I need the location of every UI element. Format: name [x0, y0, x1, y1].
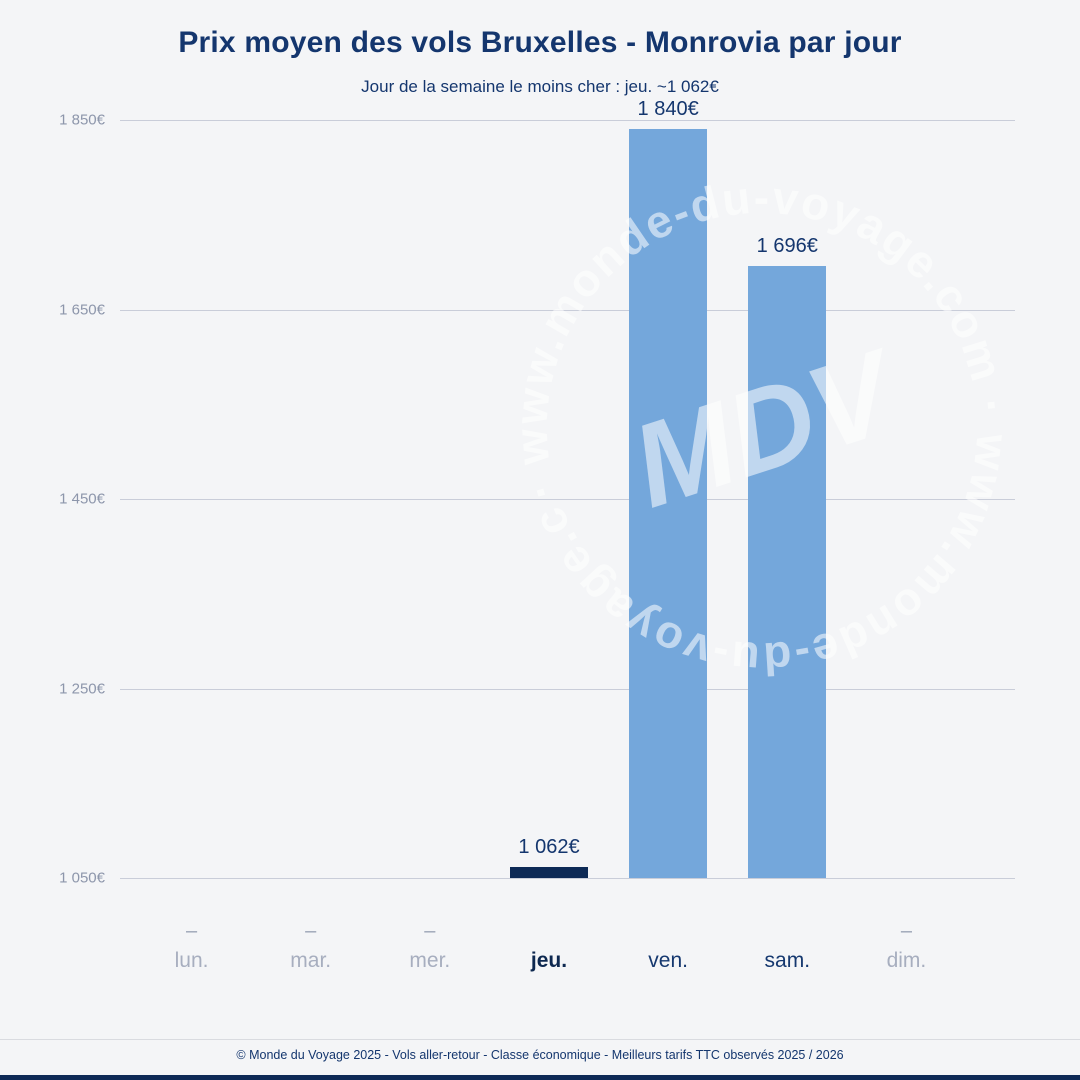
gridline: [120, 878, 1015, 879]
bottom-accent-bar: [0, 1075, 1080, 1080]
no-data-marker: –: [186, 920, 198, 942]
y-tick-label: 1 450€: [59, 490, 105, 508]
gridline: [120, 309, 1015, 311]
y-tick-label: 1 650€: [59, 301, 105, 318]
bar-ven: [629, 129, 708, 878]
gridline: [120, 499, 1015, 500]
x-axis-cell: ven.: [609, 916, 728, 980]
y-tick-label: 1 050€: [59, 869, 105, 887]
bar-value-label: 1 062€: [518, 835, 580, 858]
bar-sam: [748, 265, 827, 878]
x-axis-cell: – dim.: [847, 916, 966, 980]
x-tick-label: jeu.: [530, 949, 568, 972]
x-axis: – lun. – mar. – mer. jeu. ven. sam. – dim.: [132, 916, 966, 980]
no-data-marker: –: [424, 920, 436, 942]
no-data-marker: –: [900, 920, 912, 942]
chart-title: Prix moyen des vols Bruxelles - Monrovia…: [178, 26, 902, 59]
bar-column: 1 840€: [609, 98, 728, 878]
y-tick-label: 1 250€: [59, 680, 105, 697]
x-axis-cell: sam.: [728, 916, 847, 980]
bar-value-label: 1 696€: [756, 234, 818, 257]
bar-jeu: [509, 866, 588, 878]
gridline: [120, 120, 1015, 121]
bar-value-label: 1 840€: [637, 98, 699, 121]
x-axis-cell: jeu.: [489, 916, 608, 980]
bar-column: [847, 120, 966, 878]
no-data-marker: [728, 916, 847, 946]
bar-column: [132, 120, 251, 878]
x-tick-label: mar.: [290, 949, 332, 972]
x-axis-cell: – mar.: [251, 916, 370, 980]
bar-column: [370, 120, 489, 878]
plot-area: 1 850€ 1 650€ 1 450€ 1 250€ 1 050€ 1 062€ 1 8…: [59, 98, 1015, 887]
x-tick-label: mer.: [409, 949, 451, 972]
x-tick-label: sam.: [764, 949, 811, 972]
no-data-marker: [609, 916, 728, 946]
x-tick-label: dim.: [886, 949, 927, 972]
bar-column: 1 062€: [489, 120, 608, 878]
gridline: [120, 688, 1015, 690]
x-tick-label: ven.: [648, 949, 688, 972]
x-tick-label: lun.: [174, 949, 209, 972]
footer-divider: [0, 1039, 1080, 1040]
y-tick-label: 1 850€: [59, 111, 105, 129]
footer-text: © Monde du Voyage 2025 - Vols aller-reto…: [236, 1048, 844, 1062]
bar-column: 1 696€: [728, 120, 847, 878]
bars-container: 1 062€ 1 840€ 1 696€: [132, 98, 966, 878]
no-data-marker: –: [305, 920, 317, 942]
chart-subtitle: Jour de la semaine le moins cher : jeu. …: [361, 77, 719, 96]
bar-column: [251, 120, 370, 878]
x-axis-cell: – lun.: [132, 916, 251, 980]
x-axis-cell: – mer.: [370, 916, 489, 980]
no-data-marker: [489, 916, 608, 946]
